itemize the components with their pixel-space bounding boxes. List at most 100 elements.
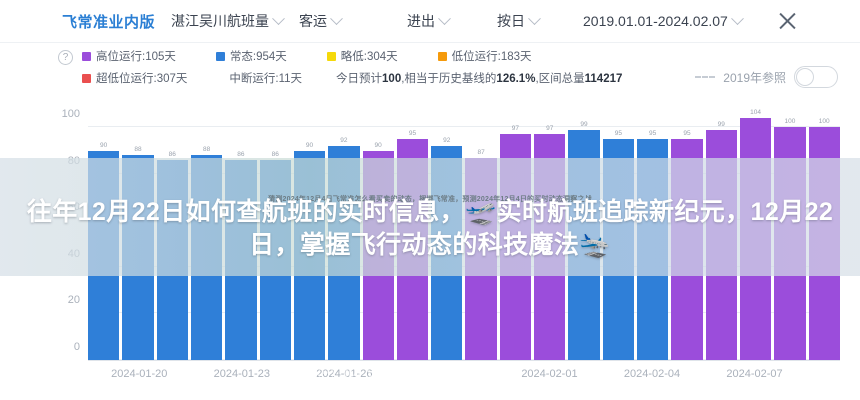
bar-slot[interactable]: 100 [808,104,840,360]
selector-granularity[interactable]: 按日 [497,11,541,31]
help-icon[interactable]: ? [58,50,73,65]
bar-value-label: 90 [100,141,108,149]
bar-value-label: 90 [374,141,382,149]
y-axis-label: 80 [67,154,80,167]
bar[interactable] [156,159,188,360]
legend-row-primary: 高位运行:105天 常态:954天 略低:304天 低位运行:183天 [82,48,532,64]
bar[interactable] [88,150,120,360]
bar-slot[interactable]: 88 [190,104,223,360]
bar-value-label: 99 [717,120,725,128]
bar-slot[interactable]: 95 [602,104,634,360]
bar[interactable] [122,155,154,360]
bar-slot[interactable]: 97 [534,104,566,360]
bar[interactable] [637,138,669,360]
bar-slot[interactable]: 92 [328,104,360,360]
legend-label-normal: 常态:954天 [229,51,287,63]
bar[interactable] [431,145,463,360]
x-axis-baseline [88,360,840,361]
bar-slot[interactable]: 90 [293,104,326,360]
bar-slot[interactable]: 90 [88,104,120,360]
bar-value-label: 86 [168,150,176,158]
bar[interactable] [259,159,291,360]
bar-slot[interactable]: 88 [122,104,154,360]
toggle-knob [796,68,814,86]
bar-slot[interactable]: 90 [362,104,394,360]
y-axis-label: 20 [67,294,80,307]
bar[interactable] [671,138,703,360]
x-axis-ticks: 2024-01-20 2024-01-23 2024-01-26 2024-02-01… [88,368,840,388]
bar-value-label: 95 [683,129,691,137]
bar-slot[interactable]: 104 [739,104,772,360]
bar-value-label: 92 [340,136,348,144]
legend-summary-pct: 126.1% [496,73,536,85]
bar-value-label: 90 [305,141,314,149]
x-axis-label: 2024-01-20 [111,368,168,380]
bar[interactable] [362,150,394,360]
bar-value-label: 86 [237,150,245,158]
bar[interactable] [293,150,326,360]
bar-value-label: 95 [408,129,417,137]
legend-item-suspended[interactable]: 中断运行:11天 [229,70,302,86]
legend-row-secondary: 超低位运行:307天 中断运行:11天 今日预计100,相当于历史基线的126.… [82,70,622,86]
selector-date-range-label: 2019.01.01-2024.02.07 [583,13,728,29]
bar-value-label: 104 [750,108,762,116]
bar-slot[interactable]: 86 [156,104,188,360]
legend-panel: ? 高位运行:105天 常态:954天 略低:304天 低位运行:183天 [0,46,860,94]
bar[interactable] [774,127,806,360]
chart-area: 0 20 40 60 80 100 90 88 86 88 86 86 90 92 90 95 92 87 97 9… [0,96,860,400]
selector-route-label: 湛江吴川航班量 [171,13,270,29]
bar[interactable] [499,134,532,360]
legend-item-high[interactable]: 高位运行:105天 [82,48,176,64]
legend-item-normal[interactable]: 常态:954天 [215,48,287,64]
bar-slot[interactable]: 99 [568,104,600,360]
legend-summary-prefix: 今日预计 [336,73,383,85]
bar-slot[interactable]: 100 [774,104,806,360]
selector-route[interactable]: 湛江吴川航班量 [171,11,285,31]
bar[interactable] [602,138,634,360]
selector-direction-label: 进出 [407,13,436,29]
selector-date-range[interactable]: 2019.01.01-2024.02.07 [583,11,744,29]
reference-toggle[interactable] [794,66,838,88]
bar-slot[interactable]: 95 [671,104,703,360]
selector-direction[interactable]: 进出 [407,11,451,31]
bar-series: 90 88 86 88 86 86 90 92 90 95 92 87 97 97 99 95 95 95 99 10… [88,104,840,360]
bar[interactable] [396,138,429,360]
bar-slot[interactable]: 92 [431,104,463,360]
x-axis-label: 2024-01-23 [213,368,270,380]
legend-item-slightly-low[interactable]: 略低:304天 [326,48,398,64]
bar-slot[interactable]: 86 [259,104,291,360]
selector-traffic-type-label: 客运 [299,13,328,29]
bar-slot[interactable]: 95 [637,104,669,360]
bar-slot[interactable]: 99 [705,104,737,360]
legend-label-slightly-low: 略低:304天 [340,51,398,63]
bar-value-label: 92 [443,136,451,144]
bar-slot[interactable]: 95 [396,104,429,360]
bar-value-label: 87 [477,148,485,156]
bar-slot[interactable]: 87 [465,104,497,360]
plot-region: 0 20 40 60 80 100 90 88 86 88 86 86 90 92 90 95 92 87 97 9… [62,104,840,360]
legend-label-suspended: 中断运行:11天 [229,73,303,85]
bar[interactable] [534,134,566,360]
bar[interactable] [568,129,600,360]
legend-swatch-low [437,51,447,61]
y-axis-label: 0 [73,341,80,353]
legend-swatch-ultra-low [82,73,91,83]
bar[interactable] [739,117,772,360]
bar-slot[interactable]: 86 [225,104,257,360]
bar[interactable] [328,145,360,360]
bar[interactable] [225,159,257,360]
selector-traffic-type[interactable]: 客运 [299,11,343,31]
y-axis-label: 100 [61,108,80,121]
bar[interactable] [190,155,223,360]
legend-item-low[interactable]: 低位运行:183天 [437,48,532,64]
legend-item-ultra-low[interactable]: 超低位运行:307天 [82,70,187,86]
brand-title: 飞常准业内版 [62,13,156,31]
bar[interactable] [705,129,737,360]
legend-swatch-slightly-low [326,51,336,61]
bar[interactable] [465,157,497,360]
reference-toggle-group[interactable]: 2019年参照 [695,66,838,88]
bar-value-label: 97 [546,125,554,133]
bar[interactable] [808,127,840,360]
close-icon[interactable] [776,10,798,32]
bar-slot[interactable]: 97 [499,104,532,360]
